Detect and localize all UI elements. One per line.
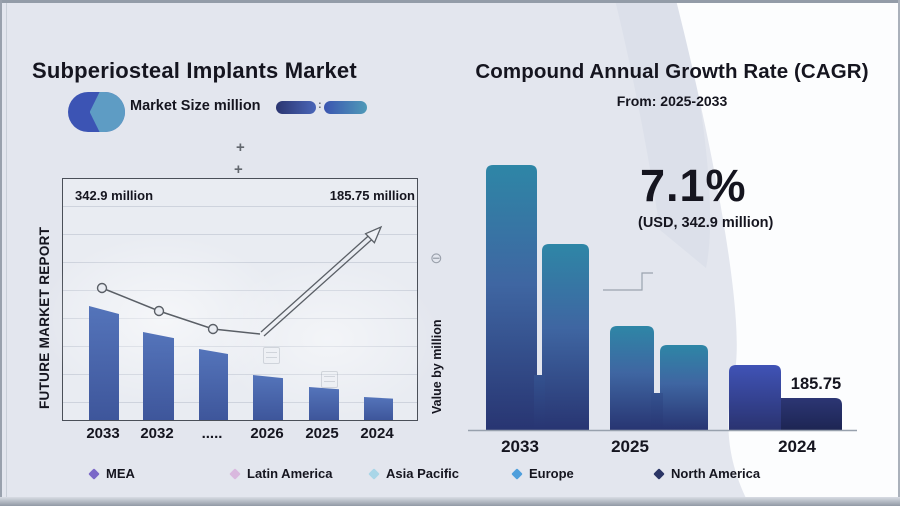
legend-label: Latin America [247,466,333,481]
diamond-swatch-icon [368,467,380,480]
market-size-bar [364,397,393,420]
bar-value-label: 185.75 [791,375,841,393]
cagr-bar [660,345,708,430]
legend-label: Asia Pacific [386,466,459,481]
frame-edge-bottom [0,497,900,506]
x-tick-label: 2033 [501,437,539,456]
arrow-shaft-line [263,233,379,337]
marker-dot [153,305,165,317]
market-size-bar [89,306,119,420]
legend-item-north-america: North America [653,466,761,481]
step-decoration-line [603,272,653,291]
table-watermark-icon [321,371,338,388]
right-title: Compound Annual Growth Rate (CAGR) [475,60,869,83]
cagr-bar [729,365,781,430]
market-size-bar [199,349,228,420]
marker-dot [96,282,108,294]
right-subtitle: From: 2025-2033 [616,93,728,109]
cagr-bar [542,244,589,430]
diamond-swatch-icon [653,467,665,480]
x-tick-label: 2026 [250,425,284,442]
x-tick-label: 2032 [140,425,174,442]
diamond-swatch-icon [88,467,100,480]
arrow-head-icon [364,225,383,244]
market-size-label: Market Size million [130,98,261,114]
cagr-bar [781,398,842,430]
marker-dot [207,323,219,335]
y-axis-label: Value by million [430,319,444,414]
frame-edge-top [0,0,900,3]
bar-groups [486,165,842,430]
declining-trend-line [101,287,261,335]
plus-icon: + [234,161,243,178]
annotation-start-value: 342.9 million [75,188,154,203]
gradient-pill-icon [276,101,316,114]
frame-edge-right [898,0,900,506]
cagr-bar [651,393,663,430]
legend-item-europe: Europe [511,466,574,481]
cagr-note: (USD, 342.9 million) [638,215,774,231]
plus-icon: + [236,139,245,156]
annotation-end-value: 185.75 million [329,188,415,203]
cagr-bar-chart: 2033 2025 2024 185.75 [468,165,857,456]
legend-label: MEA [106,466,135,481]
arrow-shaft-line [260,229,376,333]
x-tick-label: 2025 [305,425,339,442]
frame-edge-left [0,0,2,506]
diamond-swatch-icon [229,467,241,480]
market-size-chart-panel: 342.9 million 185.75 million [38,178,443,421]
market-size-bar [309,387,339,420]
diamond-swatch-icon [511,467,523,480]
table-watermark-icon [263,347,280,364]
x-tick-label: 2024 [778,437,816,456]
market-size-pill-icon [68,92,125,132]
x-tick-label: ..... [201,425,223,442]
market-size-bar [143,332,174,420]
legend-item-asia-pacific: Asia Pacific [368,466,459,481]
legend-item-latin-america: Latin America [229,466,333,481]
pill-separator: : [318,99,322,111]
frame-edge-left-inner [6,3,7,497]
pill-facet-icon [89,92,125,132]
x-tick-label: 2033 [86,425,120,442]
cagr-bar [486,165,537,430]
trend-line-overlay [96,225,383,337]
legend-label: North America [671,466,761,481]
gradient-pill-icon [324,101,367,114]
market-size-bar [253,375,283,420]
x-tick-label: 2024 [360,425,394,442]
cagr-bar [610,326,654,430]
x-tick-label: 2025 [611,437,649,456]
left-title: Subperiosteal Implants Market [32,58,357,83]
legend-item-mea: MEA [88,466,135,481]
vertical-watermark-text: FUTURE MARKET REPORT [37,226,52,409]
cagr-value: 7.1% [640,160,747,211]
minus-circle-icon: ⊖ [430,250,443,267]
legend-label: Europe [529,466,574,481]
cagr-bar [534,375,545,430]
